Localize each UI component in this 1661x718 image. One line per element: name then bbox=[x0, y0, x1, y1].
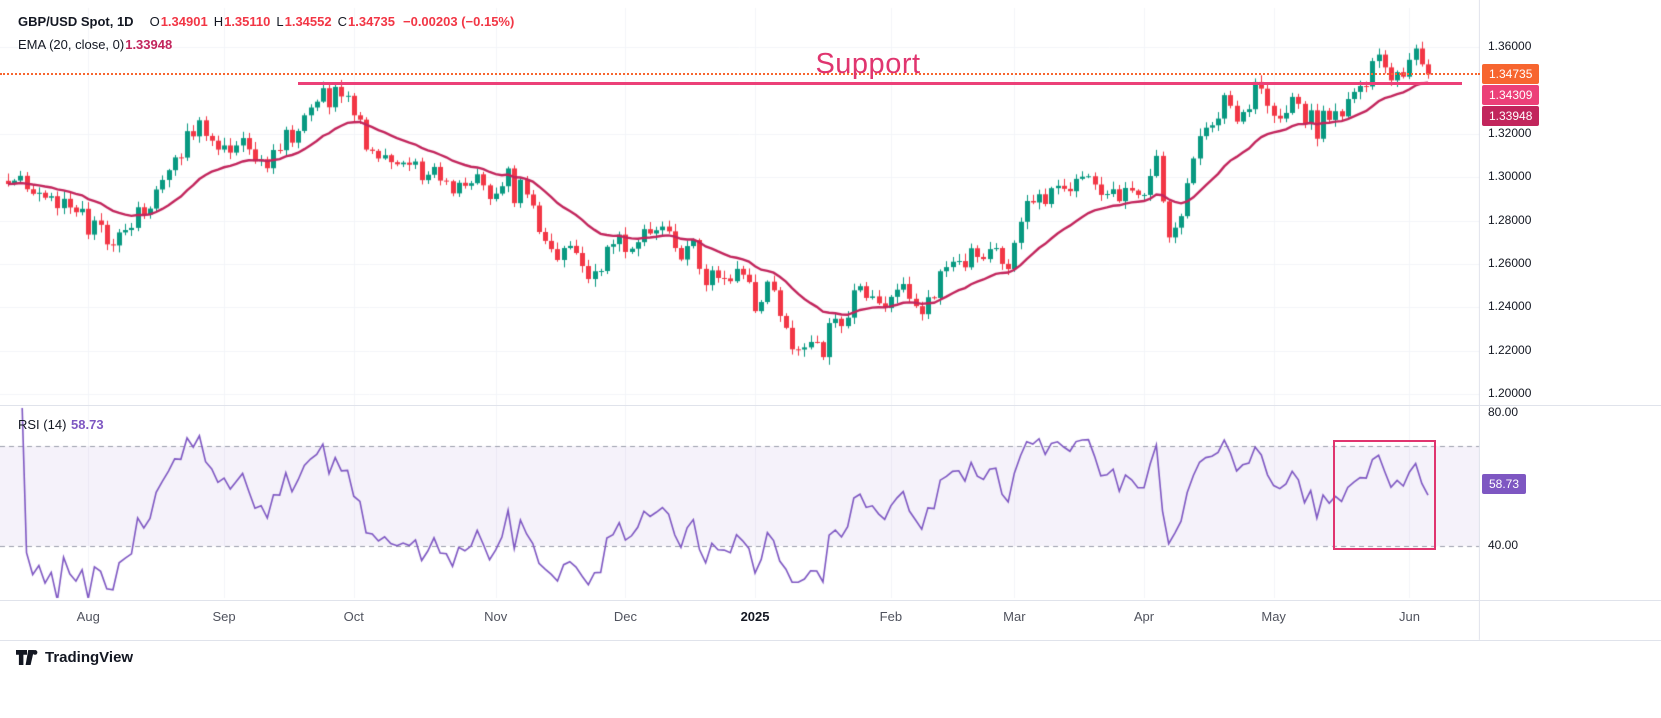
change-value: −0.00203 (−0.15%) bbox=[403, 14, 515, 29]
time-axis-label-apr: Apr bbox=[1133, 609, 1155, 624]
tradingview-logo-text: TradingView bbox=[45, 649, 134, 666]
pane-separator[interactable] bbox=[0, 405, 1661, 406]
time-axis-label-aug: Aug bbox=[76, 609, 100, 624]
time-axis-label-sep: Sep bbox=[212, 609, 236, 624]
price-pane-legend[interactable]: GBP/USD Spot, 1D O1.34901 H1.35110 L1.34552… bbox=[18, 14, 514, 29]
time-axis-label-dec: Dec bbox=[613, 609, 637, 624]
time-axis-label-may: May bbox=[1261, 609, 1286, 624]
rsi-legend[interactable]: RSI (14) 58.73 bbox=[18, 417, 104, 432]
ema-label: EMA (20, close, 0) bbox=[18, 37, 125, 52]
open-value: 1.34901 bbox=[160, 14, 208, 29]
close-value: 1.34735 bbox=[348, 14, 395, 29]
ema-last-price-badge: 1.33948 bbox=[1482, 106, 1540, 127]
time-axis-label-nov: Nov bbox=[484, 609, 508, 624]
high-value: 1.35110 bbox=[224, 14, 271, 29]
ema-legend[interactable]: EMA (20, close, 0)1.33948 bbox=[18, 37, 172, 52]
support-annotation-label[interactable]: Support bbox=[815, 48, 921, 80]
time-axis-label-feb: Feb bbox=[879, 609, 903, 624]
price-axis-label: 1.24000 bbox=[1488, 299, 1532, 314]
price-axis-label: 1.30000 bbox=[1488, 169, 1532, 184]
last-price-price-badge: 1.34735 bbox=[1482, 64, 1540, 85]
close-label: C bbox=[337, 14, 347, 29]
time-axis-label-2025: 2025 bbox=[740, 609, 770, 624]
rsi-value-badge: 58.73 bbox=[1482, 473, 1527, 494]
price-axis-label: 1.36000 bbox=[1488, 39, 1532, 53]
price-axis-label: 1.32000 bbox=[1488, 125, 1532, 140]
rsi-axis-label: 80.00 bbox=[1488, 405, 1519, 419]
tradingview-branding[interactable]: TradingView bbox=[16, 649, 133, 666]
rsi-value: 58.73 bbox=[71, 417, 104, 432]
symbol-title: GBP/USD Spot, 1D bbox=[18, 14, 134, 29]
time-axis-label-jun: Jun bbox=[1398, 609, 1420, 624]
time-axis-label-oct: Oct bbox=[343, 609, 364, 624]
price-axis-label: 1.22000 bbox=[1488, 342, 1532, 357]
tradingview-logo-icon bbox=[16, 650, 38, 665]
price-rsi-chart-canvas[interactable] bbox=[0, 0, 1480, 645]
low-label: L bbox=[276, 14, 284, 29]
low-value: 1.34552 bbox=[284, 14, 332, 29]
support-price-badge: 1.34309 bbox=[1482, 85, 1540, 106]
bottom-divider bbox=[0, 640, 1661, 641]
time-axis-separator bbox=[0, 600, 1661, 601]
time-scale-axis[interactable]: Aug Sep Oct Nov Dec 2025 Feb Mar Apr May Jun bbox=[0, 600, 1480, 640]
high-label: H bbox=[213, 14, 224, 29]
rsi-highlight-box[interactable] bbox=[1333, 440, 1436, 550]
rsi-axis-label: 40.00 bbox=[1488, 538, 1519, 552]
price-axis-label: 1.26000 bbox=[1488, 255, 1532, 270]
time-axis-label-mar: Mar bbox=[1003, 609, 1026, 624]
rsi-label: RSI (14) bbox=[18, 417, 67, 432]
open-label: O bbox=[149, 14, 160, 29]
price-axis-label: 1.28000 bbox=[1488, 212, 1532, 227]
ema-value: 1.33948 bbox=[125, 37, 173, 52]
price-scale-axis[interactable]: 1.36000 1.32000 1.30000 1.28000 1.26000 1.240… bbox=[1480, 0, 1661, 640]
price-axis-label: 1.20000 bbox=[1488, 386, 1532, 400]
